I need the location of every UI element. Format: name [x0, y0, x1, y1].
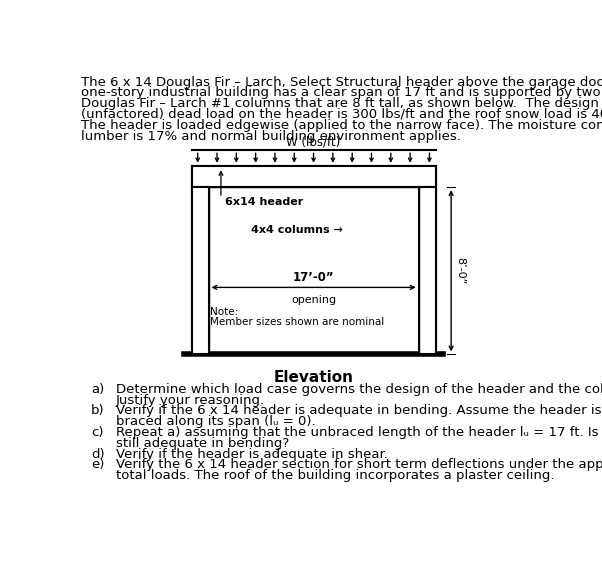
Text: Douglas Fir – Larch #1 columns that are 8 ft tall, as shown below.  The design: Douglas Fir – Larch #1 columns that are …: [81, 97, 598, 110]
Text: total loads. The roof of the building incorporates a plaster ceiling.: total loads. The roof of the building in…: [116, 469, 554, 482]
Text: b): b): [91, 404, 104, 417]
Text: Justify your reasoning.: Justify your reasoning.: [116, 394, 265, 406]
Text: Elevation: Elevation: [273, 370, 353, 385]
Text: still adequate in bending?: still adequate in bending?: [116, 437, 289, 450]
Text: 17’-0”: 17’-0”: [293, 272, 334, 284]
Bar: [418, 187, 436, 354]
Text: 4x4 columns →: 4x4 columns →: [251, 225, 343, 234]
Text: c): c): [91, 426, 104, 439]
Text: a): a): [91, 383, 104, 396]
Text: Determine which load case governs the design of the header and the columns.: Determine which load case governs the de…: [116, 383, 602, 396]
Bar: [191, 187, 208, 354]
Text: The header is loaded edgewise (applied to the narrow face). The moisture content: The header is loaded edgewise (applied t…: [81, 119, 602, 132]
Text: Verify if the 6 x 14 header is adequate in bending. Assume the header is fully: Verify if the 6 x 14 header is adequate …: [116, 404, 602, 417]
Text: Member sizes shown are nominal: Member sizes shown are nominal: [210, 317, 384, 327]
Text: opening: opening: [291, 295, 336, 305]
Text: (unfactored) dead load on the header is 300 lbs/ft and the roof snow load is 400: (unfactored) dead load on the header is …: [81, 108, 602, 121]
Text: Repeat a) assuming that the unbraced length of the header lᵤ = 17 ft. Is the hea: Repeat a) assuming that the unbraced len…: [116, 426, 602, 439]
Text: lumber is 17% and normal building environment applies.: lumber is 17% and normal building enviro…: [81, 130, 461, 142]
Text: 6x14 header: 6x14 header: [225, 196, 303, 207]
Bar: [191, 166, 436, 187]
Text: one-story industrial building has a clear span of 17 ft and is supported by two : one-story industrial building has a clea…: [81, 86, 602, 100]
Text: W (lbs/ft): W (lbs/ft): [287, 135, 341, 148]
Text: braced along its span (lᵤ = 0).: braced along its span (lᵤ = 0).: [116, 415, 315, 428]
Text: Verify if the header is adequate in shear.: Verify if the header is adequate in shea…: [116, 448, 388, 460]
Text: Verify the 6 x 14 header section for short term deflections under the applied an: Verify the 6 x 14 header section for sho…: [116, 459, 602, 471]
Text: The 6 x 14 Douglas Fir – Larch, Select Structural header above the garage door o: The 6 x 14 Douglas Fir – Larch, Select S…: [81, 76, 602, 89]
Text: 8’-0”: 8’-0”: [455, 257, 465, 284]
Text: e): e): [91, 459, 104, 471]
Text: d): d): [91, 448, 104, 460]
Text: Note:: Note:: [210, 307, 238, 317]
